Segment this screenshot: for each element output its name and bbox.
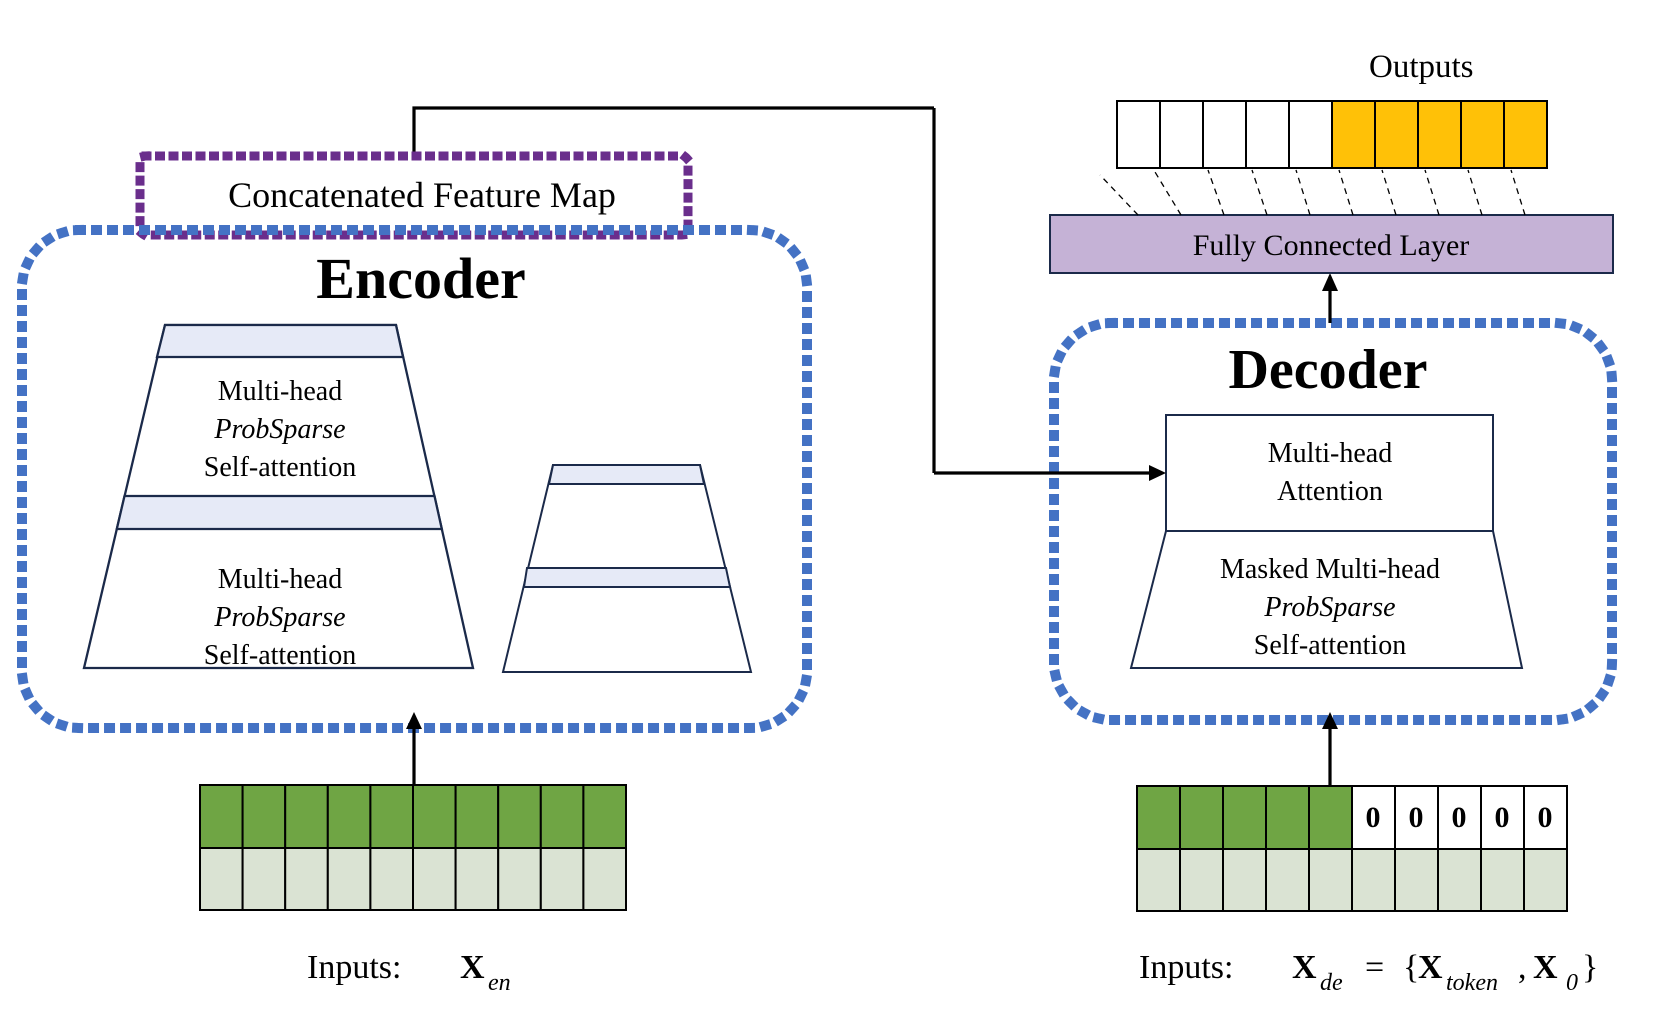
svg-text:ProbSparse: ProbSparse: [1263, 592, 1395, 623]
svg-text:Multi-head: Multi-head: [1268, 438, 1392, 469]
svg-text:Self-attention: Self-attention: [1254, 630, 1406, 661]
svg-text:en: en: [488, 970, 511, 996]
svg-text:Self-attention: Self-attention: [204, 452, 356, 483]
svg-text:0: 0: [1566, 970, 1578, 996]
svg-text:ProbSparse: ProbSparse: [213, 414, 345, 445]
svg-text:}: }: [1582, 949, 1598, 986]
svg-text:Attention: Attention: [1277, 476, 1383, 507]
svg-text:X: X: [1533, 949, 1558, 986]
svg-text:de: de: [1320, 970, 1343, 996]
svg-text:X: X: [1292, 949, 1317, 986]
svg-text:0: 0: [1538, 801, 1553, 834]
svg-text:X: X: [1418, 949, 1443, 986]
svg-text:ProbSparse: ProbSparse: [213, 602, 345, 633]
svg-text:Inputs:: Inputs:: [307, 949, 401, 986]
svg-text:0: 0: [1495, 801, 1510, 834]
svg-text:Multi-head: Multi-head: [218, 564, 342, 595]
svg-text:,: ,: [1518, 949, 1527, 986]
svg-text:Multi-head: Multi-head: [218, 376, 342, 407]
svg-text:Concatenated Feature Map: Concatenated Feature Map: [228, 175, 616, 215]
svg-text:X: X: [460, 949, 485, 986]
svg-text:Masked Multi-head: Masked Multi-head: [1220, 554, 1440, 585]
svg-text:0: 0: [1452, 801, 1467, 834]
svg-text:0: 0: [1409, 801, 1424, 834]
svg-text:Encoder: Encoder: [316, 246, 525, 311]
svg-text:Decoder: Decoder: [1228, 339, 1427, 401]
svg-text:Outputs: Outputs: [1369, 49, 1474, 85]
svg-text:Fully Connected Layer: Fully Connected Layer: [1193, 229, 1470, 262]
svg-text:Inputs:: Inputs:: [1139, 949, 1233, 986]
svg-text:Self-attention: Self-attention: [204, 640, 356, 671]
svg-text:token: token: [1446, 970, 1498, 996]
svg-text:=: =: [1365, 949, 1384, 986]
svg-text:0: 0: [1366, 801, 1381, 834]
svg-text:{: {: [1403, 949, 1419, 986]
